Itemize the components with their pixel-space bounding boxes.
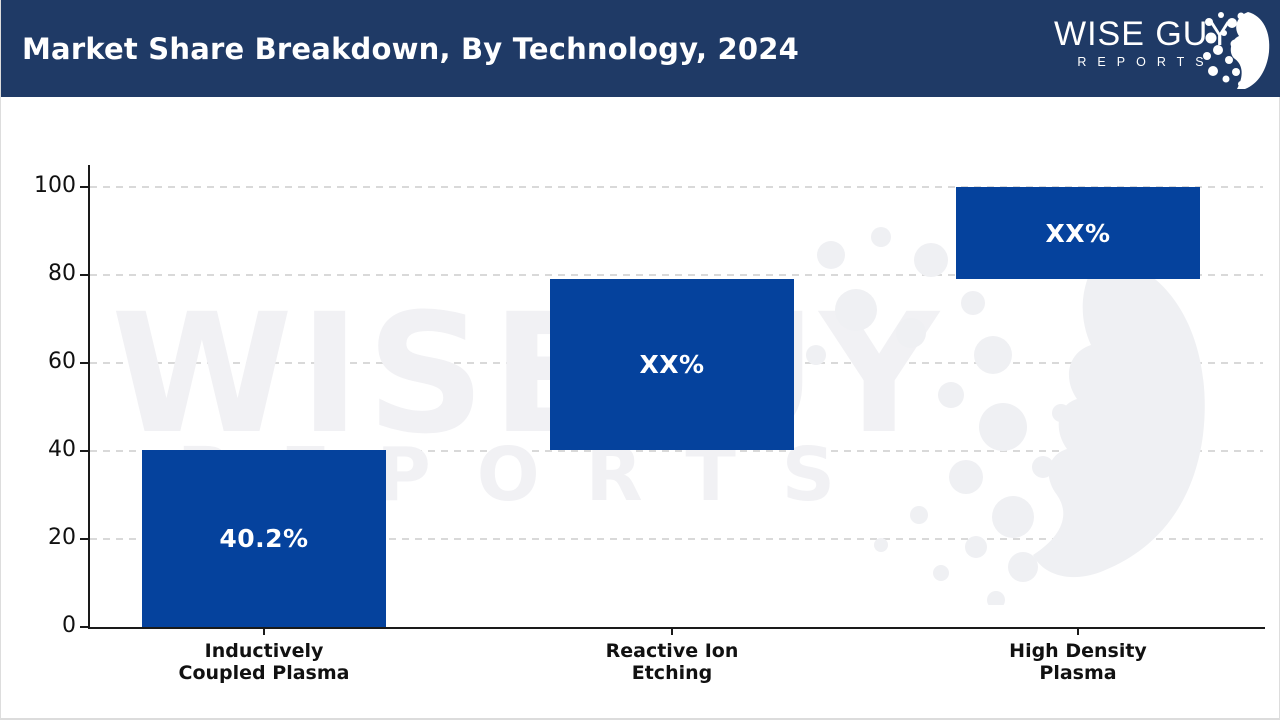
brand-logo: WISE GUY REPORTS — [1023, 0, 1273, 97]
y-tick-mark — [80, 186, 89, 188]
y-tick-mark — [80, 538, 89, 540]
x-category-line1: High Density — [1009, 640, 1147, 662]
watermark-wise: WISE — [111, 278, 610, 470]
bar-value-label: XX% — [639, 350, 705, 380]
y-tick-label: 100 — [34, 173, 76, 198]
bar-2: XX% — [550, 279, 794, 451]
x-tick-mark — [263, 629, 265, 635]
x-tick-mark — [671, 629, 673, 635]
bar-value-label: XX% — [1045, 218, 1111, 248]
y-tick-mark — [80, 274, 89, 276]
dotted-face-icon — [1203, 12, 1270, 89]
brand-subtitle: REPORTS — [1077, 55, 1215, 69]
bar-3: XX% — [956, 187, 1200, 280]
watermark-dotted-head — [806, 227, 1205, 605]
brand-name: WISE GUY — [1053, 15, 1233, 53]
x-category-line2: Etching — [631, 661, 713, 684]
gridline-80 — [90, 274, 1263, 276]
y-tick-label: 40 — [48, 437, 76, 462]
bar-value-label: 40.2% — [219, 524, 309, 554]
y-axis — [88, 165, 90, 629]
header-bar: Market Share Breakdown, By Technology, 2… — [1, 0, 1280, 97]
brand-logo-text: WISE GUY REPORTS — [1053, 16, 1233, 69]
x-category-label: High Density Plasma — [928, 640, 1228, 684]
x-category-label: Inductively Coupled Plasma — [114, 640, 414, 684]
y-tick-label: 20 — [48, 525, 76, 550]
y-tick-label: 80 — [48, 261, 76, 286]
x-category-line1: Inductively — [204, 640, 324, 662]
y-tick-mark — [80, 450, 89, 452]
x-category-line2: Plasma — [1039, 661, 1117, 684]
y-tick-mark — [80, 626, 89, 628]
y-tick-label: 0 — [62, 613, 76, 638]
gridline-40 — [90, 450, 1263, 452]
y-tick-label: 60 — [48, 349, 76, 374]
gridline-100 — [90, 186, 1263, 188]
x-category-line1: Reactive Ion — [605, 640, 739, 662]
gridline-20 — [90, 538, 1263, 540]
x-tick-mark — [1077, 629, 1079, 635]
x-category-line2: Coupled Plasma — [178, 661, 350, 684]
x-axis — [88, 627, 1265, 629]
x-category-label: Reactive Ion Etching — [522, 640, 822, 684]
page-title: Market Share Breakdown, By Technology, 2… — [22, 31, 800, 66]
bar-1: 40.2% — [142, 450, 386, 627]
y-tick-mark — [80, 362, 89, 364]
